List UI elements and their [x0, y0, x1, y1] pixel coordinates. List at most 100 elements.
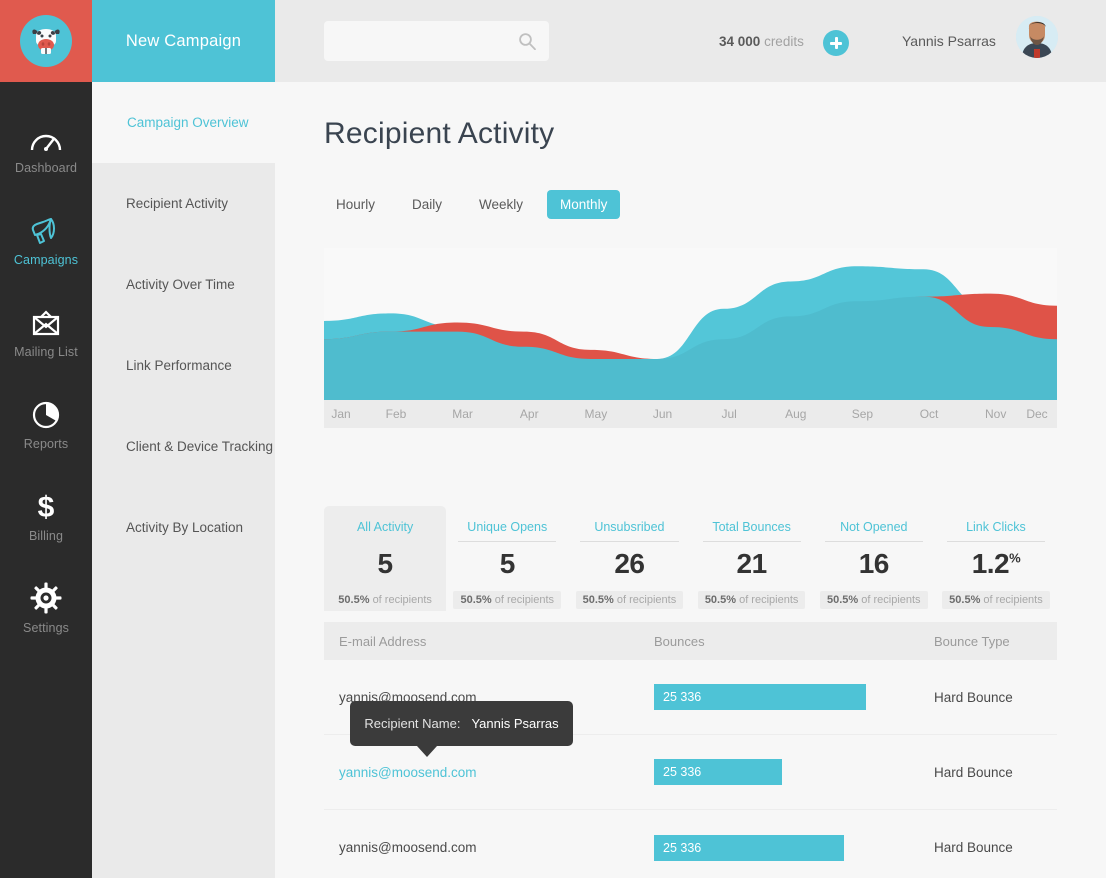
sidebar-item-reports[interactable]: Reports — [0, 376, 92, 468]
stat-percent: 50.5% — [949, 594, 981, 606]
stat-label: Unsubsribed — [594, 520, 665, 534]
stat-value: 5 — [377, 548, 394, 579]
credits-amount: 34 000 — [719, 34, 761, 49]
app-logo[interactable] — [0, 0, 92, 82]
stat-percent-label: of recipients — [739, 594, 799, 606]
sidebar-item-label: Reports — [23, 436, 69, 451]
recipients-table: E-mail Address Bounces Bounce Type yanni… — [324, 622, 1057, 878]
pie-chart-icon — [31, 394, 61, 430]
x-axis-tick-label: Feb — [385, 407, 407, 421]
stat-percent: 50.5% — [338, 594, 370, 606]
stat-card-total-bounces[interactable]: Total Bounces 21 50.5% of recipients — [691, 506, 813, 611]
stat-divider — [702, 541, 801, 542]
user-name-label: Yannis Psarras — [902, 33, 996, 49]
stat-divider — [580, 541, 679, 542]
stat-value: 5 — [499, 548, 516, 579]
sidebar-item-campaigns[interactable]: Campaigns — [0, 192, 92, 284]
tab-daily[interactable]: Daily — [412, 197, 443, 212]
tab-weekly[interactable]: Weekly — [479, 197, 524, 212]
table-row[interactable]: yannis@moosend.com 25 336 Hard Bounce — [324, 735, 1057, 810]
stat-percent-label: of recipients — [616, 594, 677, 606]
cell-email[interactable]: yannis@moosend.com — [339, 840, 477, 855]
gauge-icon — [30, 118, 62, 154]
stat-subtext: 50.5% of recipients — [819, 591, 928, 609]
subnav-item-recipient-activity[interactable]: Recipient Activity — [126, 196, 229, 211]
stat-percent-label: of recipients — [372, 594, 432, 606]
cell-email[interactable]: yannis@moosend.com — [339, 764, 477, 780]
sidebar-item-settings[interactable]: Settings — [0, 560, 92, 652]
chart-x-axis: Jan Feb Mar Apr May Jun Jul Aug Sep Oct Nov Dec — [324, 400, 1057, 428]
page-title: Recipient Activity — [324, 117, 555, 150]
secondary-sidebar: New Campaign Campaign Overview Recipient… — [92, 0, 275, 878]
search-box[interactable] — [324, 21, 549, 61]
subnav-item-link-performance[interactable]: Link Performance — [126, 358, 232, 373]
x-axis-tick-label: Oct — [919, 407, 939, 421]
sidebar-item-billing[interactable]: $ Billing — [0, 468, 92, 560]
add-credits-button[interactable] — [823, 30, 849, 56]
sidebar-item-mailing-list[interactable]: Mailing List — [0, 284, 92, 376]
stat-value-suffix: % — [1009, 550, 1021, 566]
main-content: Recipient Activity Hourly Daily Weekly M… — [275, 82, 1106, 878]
table-header-row: E-mail Address Bounces Bounce Type — [324, 622, 1057, 660]
subnav-item-activity-by-location[interactable]: Activity By Location — [126, 520, 244, 535]
sidebar-item-label: Settings — [23, 620, 69, 635]
cell-bounce-type: Hard Bounce — [934, 689, 1013, 705]
stat-percent: 50.5% — [826, 594, 859, 606]
stat-card-unique-opens[interactable]: Unique Opens 5 50.5% of recipients — [446, 506, 568, 611]
column-header-email: E-mail Address — [339, 633, 427, 649]
stat-divider — [336, 541, 434, 542]
stat-card-unsubsribed[interactable]: Unsubsribed 26 50.5% of recipients — [568, 506, 690, 611]
envelope-icon — [30, 302, 62, 338]
sidebar-item-label: Campaigns — [13, 252, 79, 267]
x-axis-tick-label: Mar — [452, 407, 473, 421]
column-header-bounces: Bounces — [654, 633, 705, 649]
stat-label: Not Opened — [840, 520, 908, 534]
chart-plot-area — [324, 248, 1057, 400]
primary-nav-list: Dashboard Campaigns — [0, 82, 103, 652]
cell-email[interactable]: yannis@moosend.com — [339, 689, 477, 705]
stat-label: All Activity — [356, 520, 414, 534]
dollar-icon: $ — [32, 486, 60, 522]
cell-bounces-bar: 25 336 — [654, 834, 844, 861]
stat-subtext: 50.5% of recipients — [331, 591, 439, 609]
recipient-tooltip: Recipient Name: Yannis Psarras — [350, 701, 573, 757]
stat-card-link-clicks[interactable]: Link Clicks 1.2% 50.5% of recipients — [935, 506, 1057, 611]
tooltip-label: Recipient Name: — [364, 716, 461, 731]
stat-card-all-activity[interactable]: All Activity 5 50.5% of recipients — [324, 506, 447, 611]
activity-area-chart: Jan Feb Mar Apr May Jun Jul Aug Sep Oct Nov Dec — [324, 248, 1057, 428]
stat-percent-label: of recipients — [983, 594, 1043, 606]
sidebar-item-dashboard[interactable]: Dashboard — [0, 100, 103, 192]
tooltip-arrow — [417, 746, 437, 757]
credits-display: 34 000 credits — [719, 34, 804, 49]
stat-value: 21 — [736, 548, 768, 579]
stat-card-not-opened[interactable]: Not Opened 16 50.5% of recipients — [813, 506, 935, 611]
table-row[interactable]: yannis@moosend.com 25 336 Hard Bounce — [324, 810, 1057, 878]
table-row[interactable]: yannis@moosend.com 25 336 Hard Bounce — [324, 660, 1057, 735]
subnav-item-activity-over-time[interactable]: Activity Over Time — [126, 277, 235, 292]
stat-subtext: 50.5% of recipients — [697, 591, 806, 609]
stat-value: 1.2% — [971, 548, 1021, 579]
tab-monthly[interactable]: Monthly — [547, 190, 621, 219]
credits-unit-label: credits — [764, 34, 804, 49]
primary-sidebar: Dashboard Campaigns — [0, 0, 103, 878]
stat-label: Link Clicks — [966, 520, 1026, 534]
search-icon[interactable] — [518, 32, 536, 55]
stat-percent: 50.5% — [582, 594, 614, 606]
subnav-item-client-device-tracking[interactable]: Client & Device Tracking — [126, 439, 274, 454]
new-campaign-button[interactable]: New Campaign — [92, 0, 275, 82]
tab-hourly[interactable]: Hourly — [336, 197, 376, 212]
x-axis-tick-label: Apr — [519, 407, 539, 421]
avatar[interactable] — [1016, 16, 1058, 58]
stat-percent-label: of recipients — [494, 594, 555, 606]
stat-subtext: 50.5% of recipients — [942, 591, 1050, 609]
cell-bounce-type: Hard Bounce — [934, 764, 1013, 780]
column-header-bounce-type: Bounce Type — [934, 633, 1010, 649]
period-tabs: Hourly Daily Weekly Monthly — [323, 190, 631, 219]
subnav-item-campaign-overview[interactable]: Campaign Overview — [92, 82, 275, 163]
stat-divider — [946, 541, 1046, 542]
search-input[interactable] — [324, 21, 549, 61]
svg-text:$: $ — [38, 491, 55, 522]
stat-value: 26 — [614, 548, 645, 579]
x-axis-tick-label: Aug — [785, 407, 807, 421]
